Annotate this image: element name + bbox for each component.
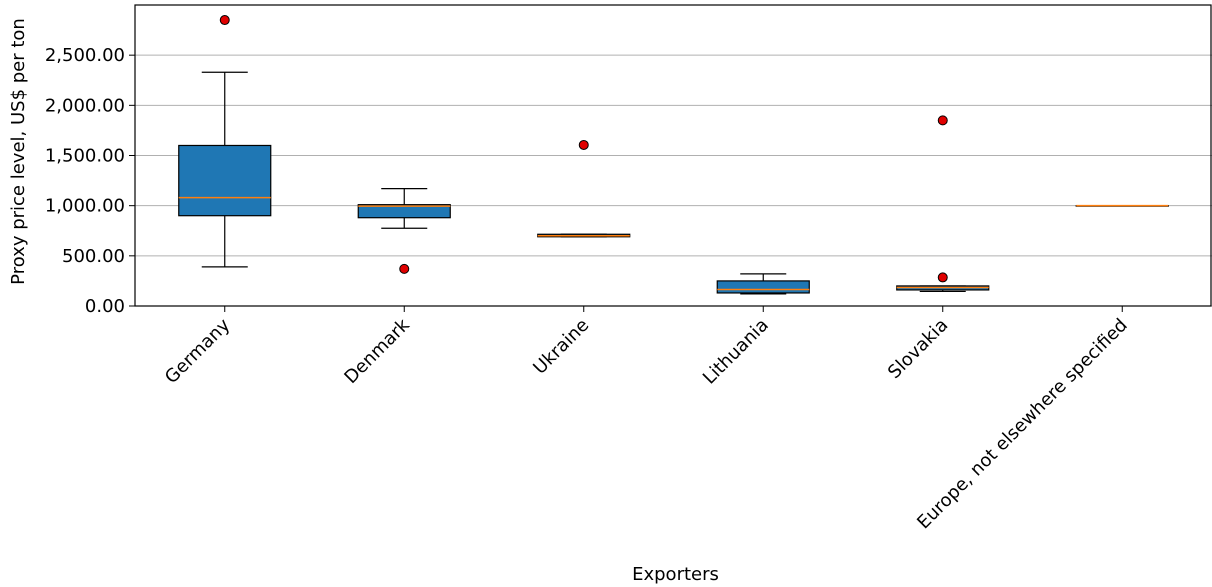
y-tick-label: 0.00: [85, 296, 125, 317]
x-axis-label: Exporters: [632, 564, 719, 585]
y-tick-label: 1,000.00: [45, 196, 125, 217]
box-0: [178, 15, 272, 268]
x-tick-label: Lithuania: [699, 315, 773, 389]
outlier-point: [219, 15, 230, 26]
iqr-box: [357, 204, 451, 219]
box-5: [1075, 204, 1169, 207]
x-tick-label: Denmark: [340, 314, 414, 388]
x-tick-label: Ukraine: [529, 315, 593, 379]
x-axis-ticks: Germany Denmark Ukraine Lithuania SlovakiaEu…: [161, 306, 1132, 533]
x-tick-label: Germany: [161, 314, 235, 388]
grid-lines: [135, 54, 1212, 307]
boxes-layer: [178, 15, 1169, 295]
box-2: [537, 139, 631, 238]
box-4: [896, 115, 990, 293]
y-axis-ticks: 0.00 500.00 1,000.00 1,500.00 2,000.00 2,500.…: [45, 45, 135, 317]
x-tick-label: Europe, not elsewhere specified: [913, 315, 1132, 534]
iqr-box: [716, 280, 810, 294]
outlier-point: [937, 115, 948, 126]
y-tick-label: 2,000.00: [45, 95, 125, 116]
iqr-box: [178, 144, 272, 217]
outlier-point: [937, 272, 948, 283]
x-tick-label: Slovakia: [884, 315, 952, 383]
outlier-point: [399, 263, 410, 274]
outlier-point: [578, 139, 589, 150]
box-3: [716, 273, 810, 295]
box-1: [357, 188, 451, 274]
y-tick-label: 500.00: [62, 246, 125, 267]
y-tick-label: 1,500.00: [45, 146, 125, 167]
y-tick-label: 2,500.00: [45, 45, 125, 66]
y-axis-label: Proxy price level, US$ per ton: [8, 18, 29, 285]
